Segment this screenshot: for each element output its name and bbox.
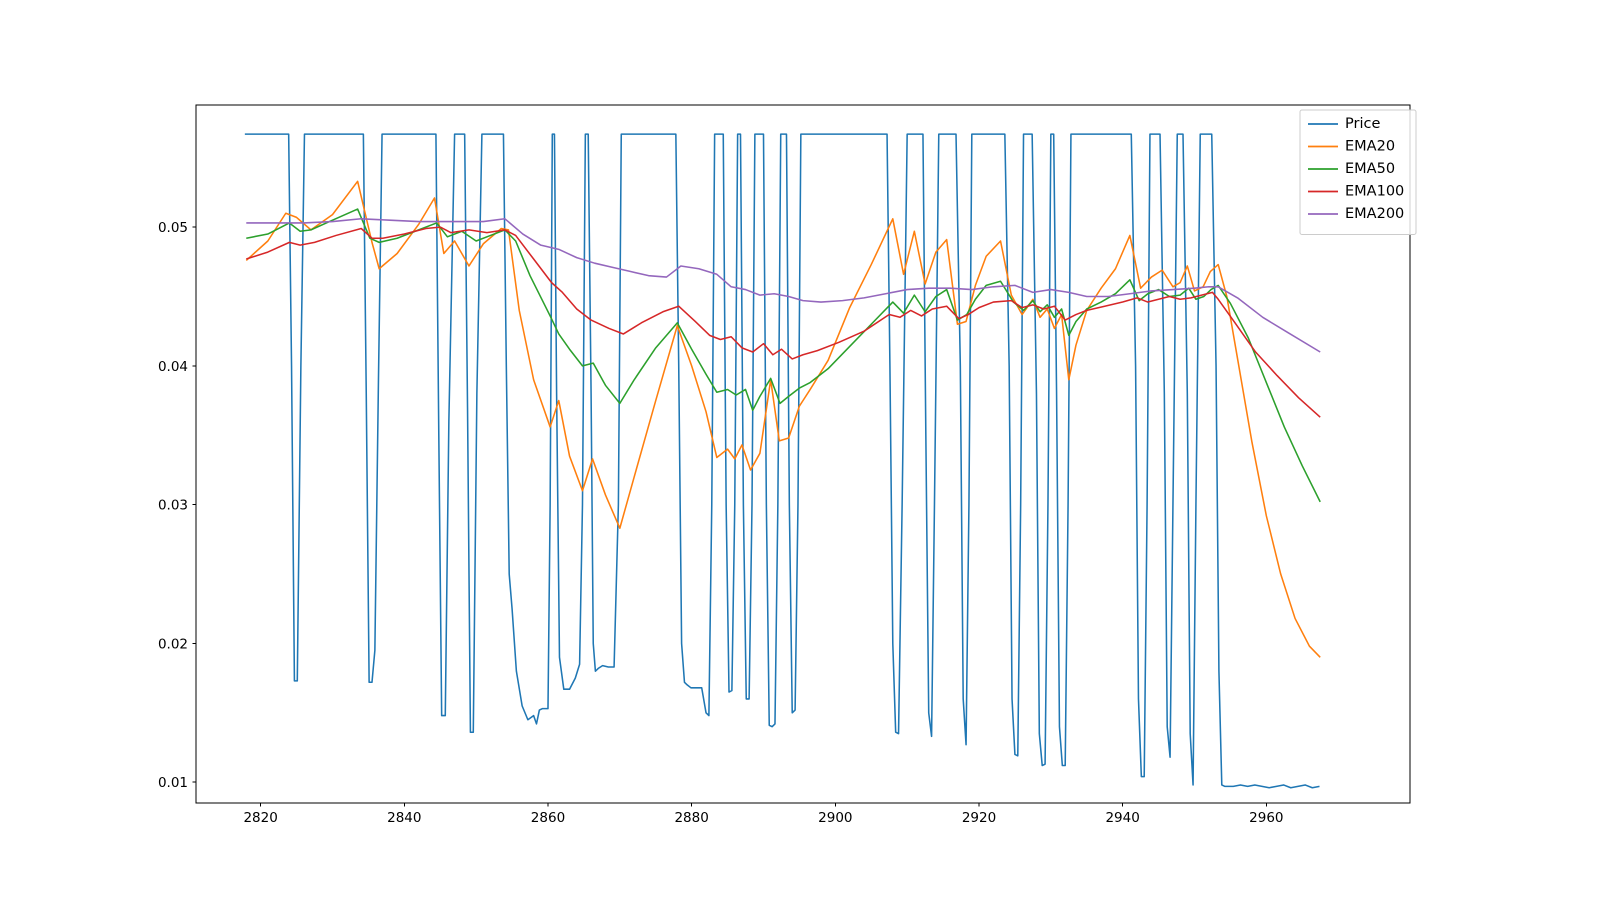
y-tick-label: 0.03: [158, 498, 188, 514]
x-tick-label: 2920: [962, 810, 996, 826]
x-tick-label: 2840: [387, 810, 421, 826]
y-tick-label: 0.05: [158, 220, 188, 236]
axes-border: [195, 104, 1411, 804]
legend-frame: [1299, 109, 1417, 235]
x-tick-label: 2940: [1105, 810, 1139, 826]
y-tick-label: 0.02: [158, 636, 188, 652]
legend-label-ema20[interactable]: EMA20: [1345, 139, 1395, 155]
x-tick-label: 2900: [818, 810, 852, 826]
series-line-ema20: [245, 180, 1321, 658]
y-tick-label: 0.04: [158, 359, 188, 375]
x-tick-label: 2820: [243, 810, 277, 826]
series-line-ema200: [246, 218, 1321, 353]
legend-label-price[interactable]: Price: [1345, 116, 1380, 132]
x-tick-label: 2860: [531, 810, 565, 826]
series-line-price: [244, 133, 1320, 789]
series-line-ema50: [246, 208, 1321, 503]
legend-label-ema100[interactable]: EMA100: [1345, 184, 1404, 200]
x-tick-label: 2880: [674, 810, 708, 826]
y-tick-label: 0.01: [158, 775, 188, 791]
axis-ticks: 0.01 0.02 0.03 0.04 0.05 2820 2840 2860 2880 2900…: [158, 220, 1284, 826]
legend-label-ema200[interactable]: EMA200: [1345, 206, 1404, 222]
axes-spines: [195, 104, 1411, 804]
data-series-group: [244, 133, 1321, 789]
legend-label-ema50[interactable]: EMA50: [1345, 161, 1395, 177]
x-tick-label: 2960: [1249, 810, 1283, 826]
series-line-ema100: [246, 226, 1321, 418]
chart-legend[interactable]: Price EMA20 EMA50 EMA100 EMA200: [1299, 109, 1417, 235]
